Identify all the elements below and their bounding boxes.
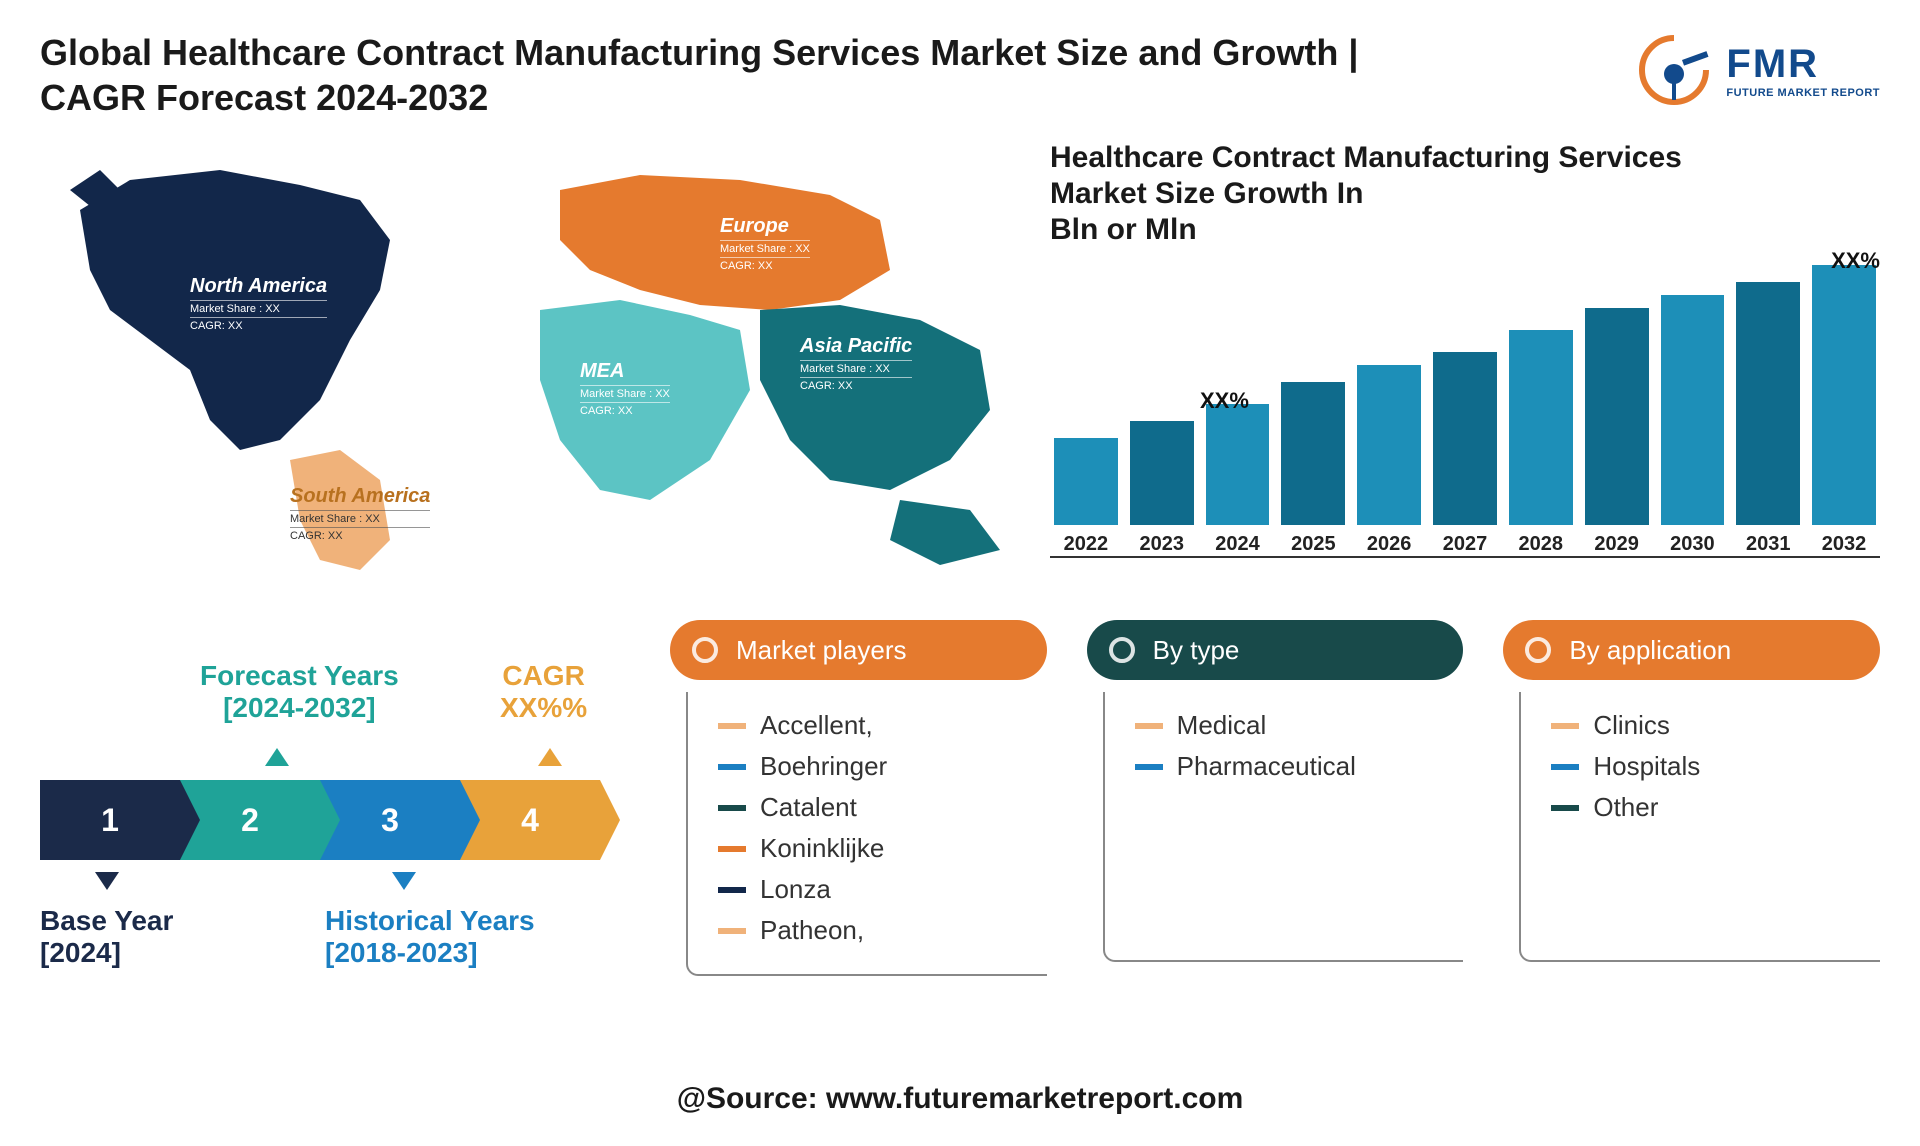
list-item-label: Other (1593, 792, 1658, 823)
timeline-seg-3: 3 (320, 780, 460, 860)
fmr-logo: FMR FUTURE MARKET REPORT (1634, 30, 1880, 110)
list-item: Boehringer (718, 751, 1037, 782)
bar-year-label: 2031 (1746, 533, 1791, 556)
logo-text-sub: FUTURE MARKET REPORT (1726, 87, 1880, 99)
list-item-label: Accellent, (760, 710, 873, 741)
list-item-label: Lonza (760, 874, 831, 905)
dash-icon (718, 928, 746, 934)
chart-title-line2: Market Size Growth In (1050, 177, 1363, 210)
logo-text-fmr: FMR (1726, 42, 1880, 87)
segment-header-type: By type (1087, 620, 1464, 680)
bar-2031: 2031 (1736, 282, 1800, 556)
bar-2029: 2029 (1585, 308, 1649, 556)
bar-2027: 2027 (1433, 352, 1497, 556)
bar-year-label: 2025 (1291, 533, 1336, 556)
map-region-na: North America Market Share : XX CAGR: XX (190, 275, 327, 332)
bar-2025: 2025 (1281, 382, 1345, 556)
map-region-sa: South America Market Share : XX CAGR: XX (290, 485, 430, 542)
segment-header-players: Market players (670, 620, 1047, 680)
list-item-label: Clinics (1593, 710, 1670, 741)
hist-title: Historical Years (325, 905, 535, 936)
forecast-title: Forecast Years (200, 660, 399, 691)
bar-2022: 2022 (1054, 438, 1118, 556)
timeline-seg-1: 1 (40, 780, 180, 860)
dash-icon (1551, 723, 1579, 729)
list-item-label: Koninklijke (760, 833, 884, 864)
base-range: [2024] (40, 937, 121, 968)
bar-2024: 2024 (1206, 404, 1270, 556)
list-item: Medical (1135, 710, 1454, 741)
cagr-title: CAGR (502, 660, 584, 691)
cagr-value: XX%% (500, 692, 587, 723)
map-region-eu: Europe Market Share : XX CAGR: XX (720, 215, 810, 272)
dash-icon (718, 887, 746, 893)
dash-icon (718, 846, 746, 852)
list-item-label: Medical (1177, 710, 1267, 741)
chart-title-line1: Healthcare Contract Manufacturing Servic… (1050, 141, 1682, 174)
bar-year-label: 2032 (1822, 533, 1867, 556)
bar-2023: 2023 (1130, 421, 1194, 556)
list-item: Clinics (1551, 710, 1870, 741)
chart-end-percent: XX% (1831, 248, 1880, 274)
segment-by-application: By application Clinics Hospitals Other (1503, 620, 1880, 976)
dash-icon (718, 723, 746, 729)
world-map: North America Market Share : XX CAGR: XX… (40, 140, 1030, 570)
list-item: Pharmaceutical (1135, 751, 1454, 782)
fmr-logo-icon (1634, 30, 1714, 110)
segment-market-players: Market players Accellent, Boehringer Catal… (670, 620, 1047, 976)
bar-2030: 2030 (1661, 295, 1725, 556)
list-item: Catalent (718, 792, 1037, 823)
list-item: Accellent, (718, 710, 1037, 741)
bar-year-label: 2026 (1367, 533, 1412, 556)
bar-2028: 2028 (1509, 330, 1573, 556)
timeline-seg-4: 4 (460, 780, 600, 860)
list-item: Hospitals (1551, 751, 1870, 782)
dash-icon (718, 805, 746, 811)
dash-icon (1135, 723, 1163, 729)
bar-year-label: 2024 (1215, 533, 1260, 556)
bar-2026: 2026 (1357, 365, 1421, 556)
list-item-label: Pharmaceutical (1177, 751, 1356, 782)
dash-icon (1135, 764, 1163, 770)
timeline-infographic: Forecast Years [2024-2032] CAGR XX%% 1 2… (40, 620, 640, 1000)
arrow-down-icon (95, 872, 119, 890)
list-item-label: Boehringer (760, 751, 887, 782)
hist-range: [2018-2023] (325, 937, 478, 968)
bar-year-label: 2027 (1443, 533, 1488, 556)
bar-year-label: 2022 (1064, 533, 1109, 556)
map-region-ap: Asia Pacific Market Share : XX CAGR: XX (800, 335, 912, 392)
arrow-up-icon (265, 748, 289, 766)
segment-header-application: By application (1503, 620, 1880, 680)
arrow-down-icon (392, 872, 416, 890)
bar-year-label: 2029 (1594, 533, 1639, 556)
bar-2032: 2032 (1812, 265, 1876, 556)
growth-bar-chart: Healthcare Contract Manufacturing Servic… (1050, 140, 1880, 570)
bar-year-label: 2028 (1519, 533, 1564, 556)
bar-year-label: 2030 (1670, 533, 1715, 556)
arrow-up-icon (538, 748, 562, 766)
base-title: Base Year (40, 905, 173, 936)
list-item-label: Hospitals (1593, 751, 1700, 782)
forecast-range: [2024-2032] (223, 692, 376, 723)
dash-icon (718, 764, 746, 770)
list-item: Patheon, (718, 915, 1037, 946)
list-item: Other (1551, 792, 1870, 823)
dash-icon (1551, 805, 1579, 811)
page-title: Global Healthcare Contract Manufacturing… (40, 30, 1440, 120)
segment-by-type: By type Medical Pharmaceutical (1087, 620, 1464, 976)
list-item: Koninklijke (718, 833, 1037, 864)
list-item-label: Catalent (760, 792, 857, 823)
dash-icon (1551, 764, 1579, 770)
map-region-mea: MEA Market Share : XX CAGR: XX (580, 360, 670, 417)
list-item: Lonza (718, 874, 1037, 905)
source-attribution: @Source: www.futuremarketreport.com (0, 1082, 1920, 1116)
timeline-seg-2: 2 (180, 780, 320, 860)
bar-year-label: 2023 (1139, 533, 1184, 556)
chart-start-percent: XX% (1200, 388, 1249, 414)
list-item-label: Patheon, (760, 915, 864, 946)
chart-title-line3: Bln or Mln (1050, 213, 1197, 246)
